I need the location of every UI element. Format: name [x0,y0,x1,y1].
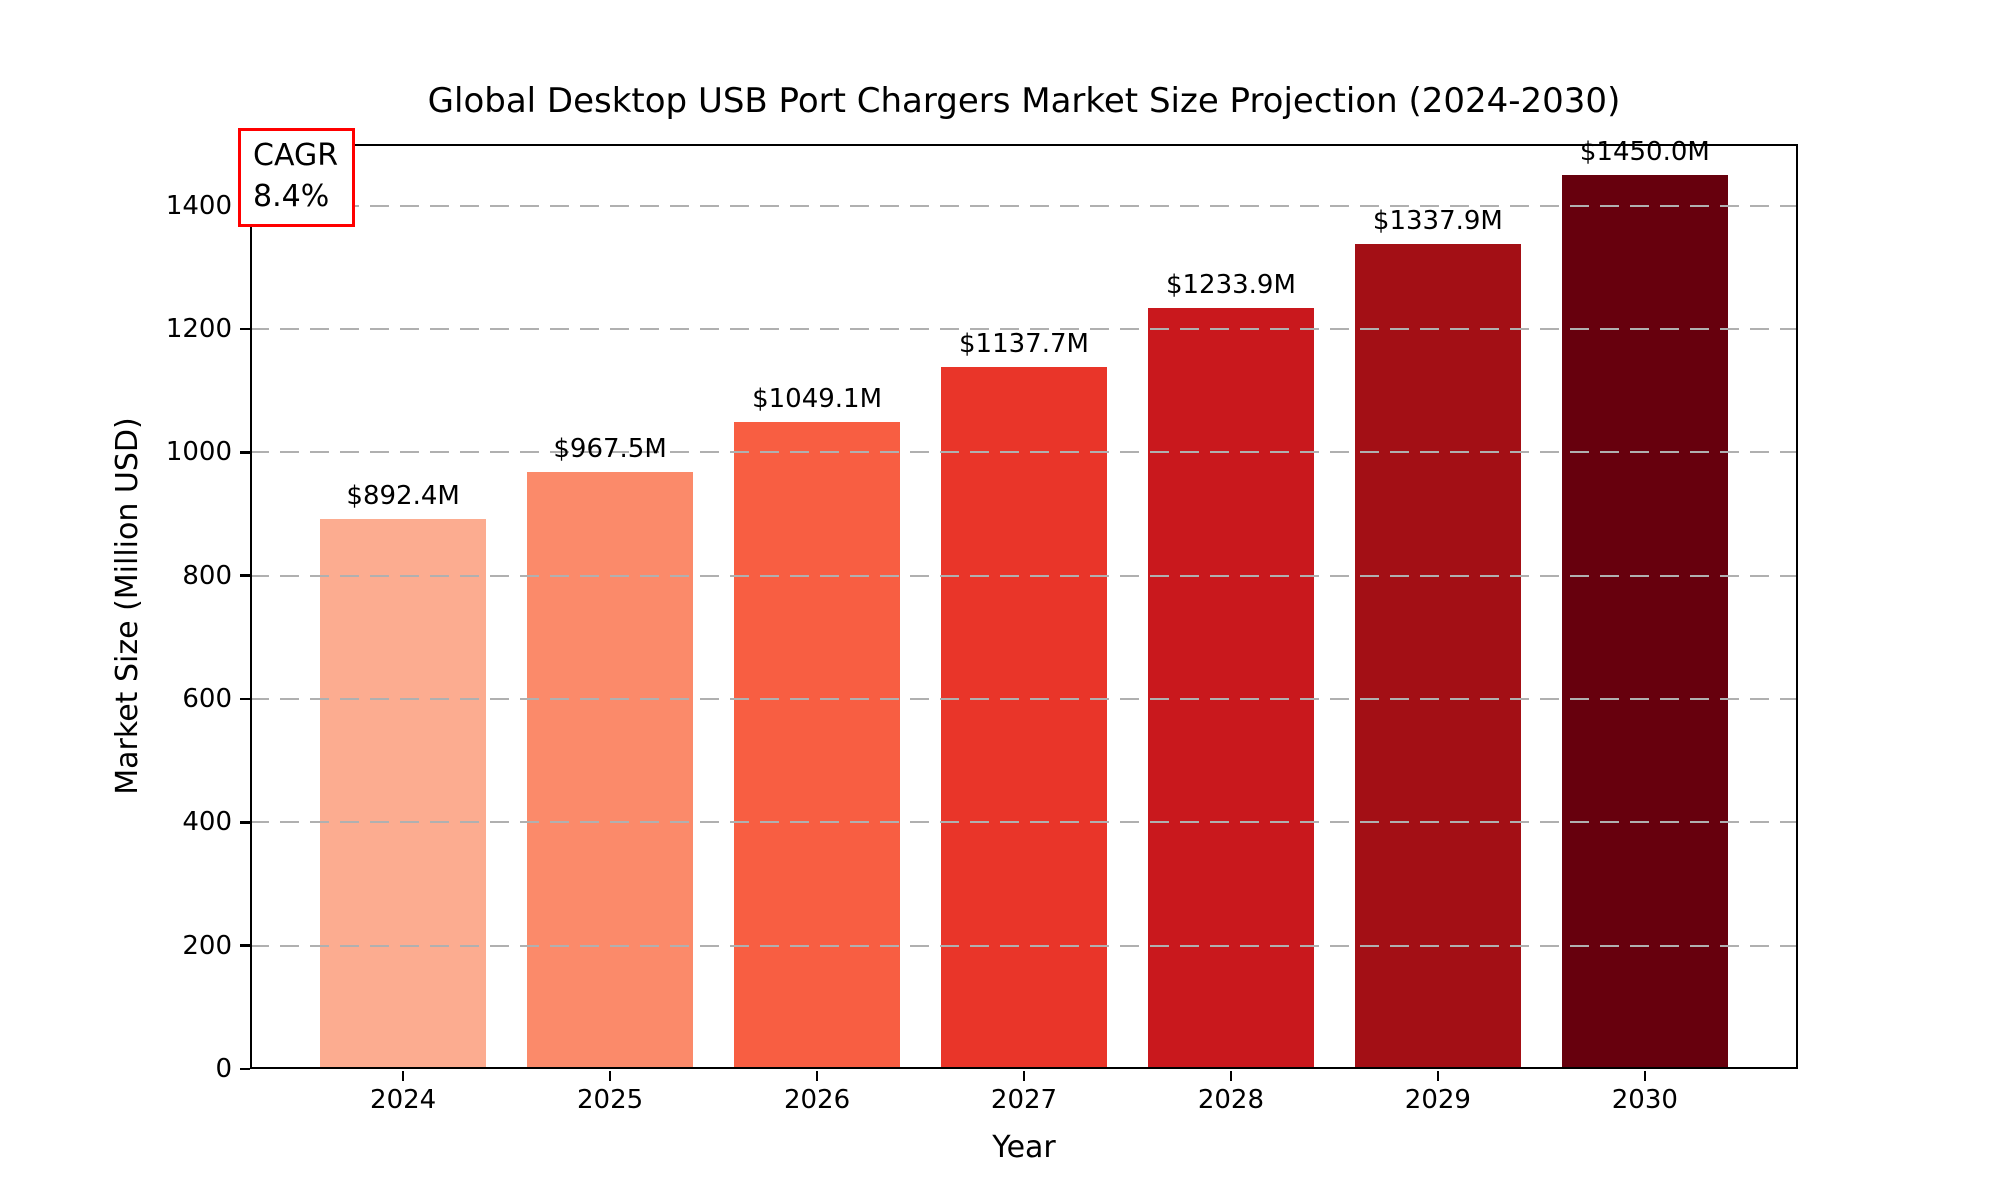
plot-area [250,144,1798,1069]
bar-2025 [527,472,693,1069]
x-tick-mark-2029 [1436,1071,1440,1081]
bar-2027 [941,367,1107,1069]
chart-title: Global Desktop USB Port Chargers Market … [427,81,1621,121]
bar-value-label-2024: $892.4M [346,480,460,511]
y-tick-label-1400: 1400 [165,190,232,221]
bar-2026 [734,422,900,1069]
y-tick-label-1200: 1200 [165,314,232,344]
gridline-600 [250,698,1798,700]
bar-value-label-2027: $1137.7M [959,329,1089,360]
x-axis-title: Year [992,1130,1056,1165]
bar-value-label-2025: $967.5M [553,434,667,465]
gridline-800 [250,574,1798,577]
y-tick-mark-600 [240,697,250,701]
bar-2029 [1355,243,1521,1069]
bar-2024 [320,518,486,1069]
gridline-1400 [250,204,1798,207]
y-tick-label-200: 200 [182,930,232,961]
bar-value-label-2029: $1337.9M [1372,205,1503,236]
x-tick-label-2029: 2029 [1404,1085,1471,1115]
x-tick-mark-2026 [815,1071,819,1081]
cagr-annotation: CAGR 8.4% [238,128,356,227]
y-tick-mark-200 [240,944,250,947]
cagr-annotation-line2: 8.4% [253,178,330,214]
x-tick-label-2030: 2030 [1611,1085,1678,1115]
x-tick-label-2024: 2024 [370,1085,437,1115]
x-tick-label-2028: 2028 [1197,1085,1265,1115]
x-tick-mark-2030 [1643,1071,1647,1081]
x-tick-mark-2024 [401,1071,405,1081]
bar-value-label-2026: $1049.1M [752,384,883,415]
y-tick-label-800: 800 [182,560,232,591]
y-tick-mark-1000 [240,451,250,454]
gridline-400 [250,821,1798,824]
y-tick-label-1000: 1000 [165,437,232,468]
gridline-1200 [250,328,1798,330]
gridline-200 [250,944,1798,947]
y-tick-label-600: 600 [182,684,232,714]
x-tick-mark-2027 [1022,1071,1026,1081]
y-tick-mark-0 [240,1067,250,1071]
cagr-annotation-line1: CAGR [253,138,339,173]
bar-2030 [1562,174,1728,1069]
bar-value-label-2028: $1233.9M [1165,270,1296,301]
x-tick-mark-2025 [608,1071,612,1081]
y-tick-label-0: 0 [215,1054,232,1084]
x-tick-label-2027: 2027 [990,1085,1058,1115]
gridline-1000 [250,451,1798,454]
y-tick-mark-1200 [240,327,250,331]
x-tick-mark-2028 [1229,1071,1233,1081]
y-axis-title-text: Market Size (Million USD) [110,417,145,795]
bar-value-label-2030: $1450.0M [1579,136,1710,167]
x-tick-label-2026: 2026 [783,1085,851,1115]
bar-2028 [1148,308,1314,1069]
y-tick-mark-800 [240,574,250,577]
y-tick-mark-400 [240,821,250,824]
y-tick-label-400: 400 [182,807,232,838]
x-tick-label-2025: 2025 [577,1085,644,1115]
